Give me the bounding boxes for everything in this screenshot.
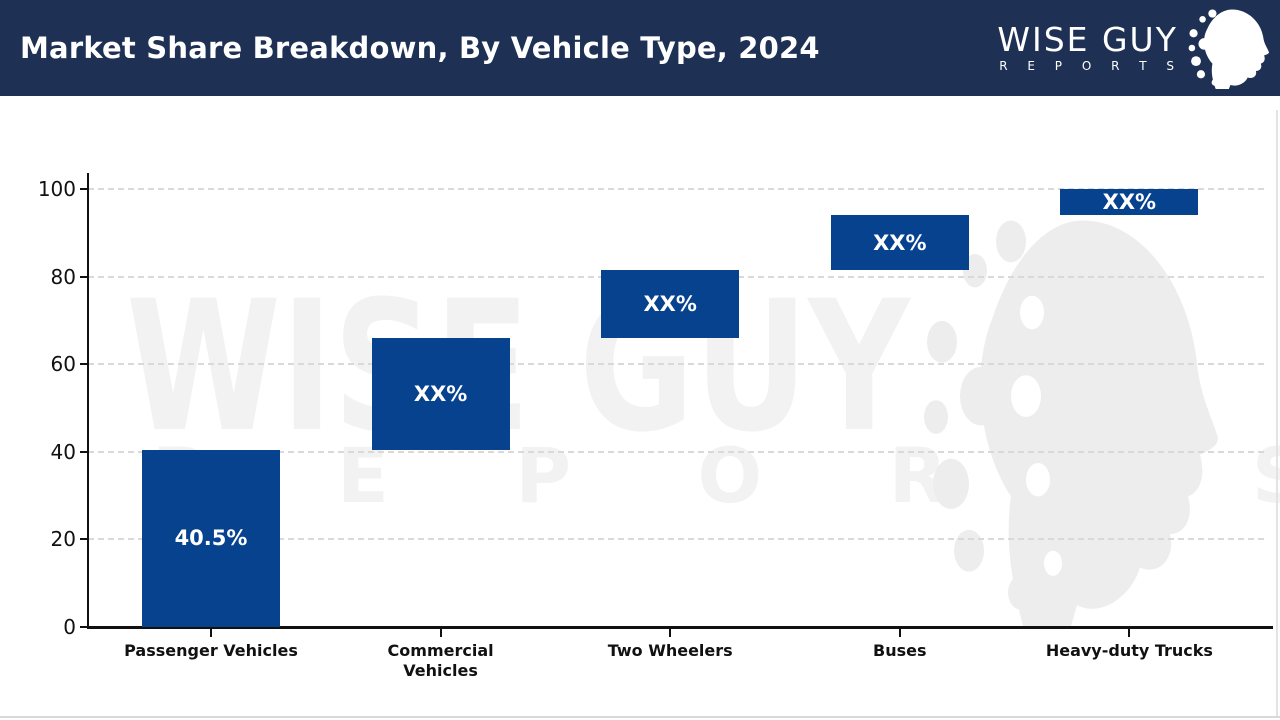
watermark-head-icon	[924, 220, 1218, 626]
brand-logo: WISE GUY R E P O R T S	[993, 0, 1270, 96]
y-tick-label: 100	[37, 177, 76, 201]
bar-value-label: XX%	[413, 381, 468, 406]
x-axis-tick	[669, 629, 672, 637]
brand-head-icon	[1188, 9, 1269, 89]
y-axis-line	[87, 173, 89, 629]
y-axis-tick	[80, 275, 88, 278]
y-tick-label: 0	[63, 615, 76, 639]
bottom-divider	[0, 716, 1280, 718]
y-tick-label: 20	[50, 527, 76, 552]
x-category-label: Buses	[873, 641, 927, 660]
bar-heavy-duty-trucks: XX%	[1060, 189, 1199, 216]
y-tick-label: 40	[50, 439, 76, 464]
y-tick-label: 60	[50, 352, 76, 377]
bar-two-wheelers: XX%	[601, 270, 740, 338]
bar-value-label: 40.5%	[174, 526, 248, 551]
bar-buses: XX%	[830, 215, 969, 271]
brand-logo-text: WISE GUY R E P O R T S	[993, 23, 1182, 73]
x-axis-line	[87, 626, 1273, 629]
gridline-40	[88, 450, 1264, 453]
header-bar: Market Share Breakdown, By Vehicle Type,…	[0, 0, 1280, 96]
x-axis-tick	[1128, 629, 1131, 637]
gridline-60	[88, 363, 1264, 366]
y-axis-tick	[80, 626, 88, 628]
y-axis-tick	[80, 363, 88, 366]
gridline-20	[88, 538, 1264, 541]
x-category-label: Commercial Vehicles	[387, 641, 494, 680]
bar-value-label: XX%	[643, 291, 697, 316]
x-category-label: Heavy-duty Trucks	[1045, 641, 1213, 660]
gridline-100	[88, 188, 1264, 190]
x-category-label: Passenger Vehicles	[124, 641, 298, 660]
y-tick-label: 80	[50, 264, 76, 289]
brand-name: WISE GUY	[997, 20, 1178, 59]
x-axis-tick	[210, 629, 212, 637]
bar-value-label: XX%	[1102, 190, 1157, 215]
brand-subname: R E P O R T S	[999, 59, 1182, 73]
x-category-label: Two Wheelers	[607, 641, 733, 660]
bar-passenger-vehicles: 40.5%	[142, 449, 280, 627]
y-axis-tick	[80, 450, 88, 453]
watermark-brand-text: WISE GUY	[126, 263, 910, 472]
y-axis-tick	[80, 188, 88, 190]
right-divider	[1276, 110, 1278, 716]
bar-commercial-vehicles: XX%	[371, 337, 510, 450]
x-axis-tick	[898, 629, 901, 637]
chart-title: Market Share Breakdown, By Vehicle Type,…	[20, 31, 820, 65]
y-axis-tick	[80, 538, 88, 541]
x-axis-tick	[439, 629, 442, 637]
bar-value-label: XX%	[873, 230, 927, 255]
